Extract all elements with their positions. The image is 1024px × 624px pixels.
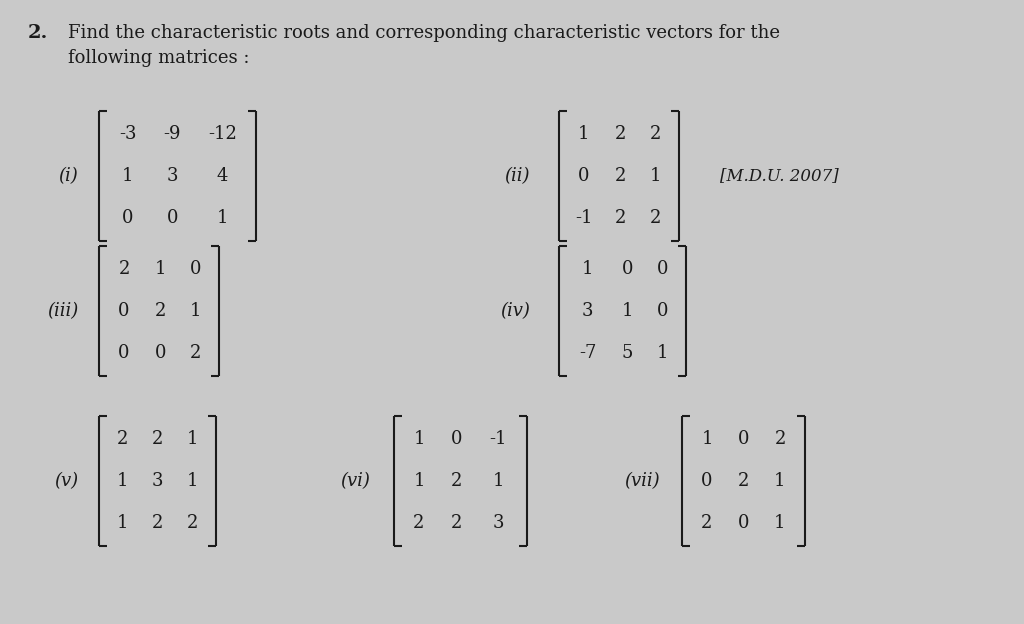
Text: 1: 1 (622, 302, 633, 320)
Text: 0: 0 (579, 167, 590, 185)
Text: 2: 2 (152, 430, 163, 448)
Text: 1: 1 (189, 302, 202, 320)
Text: 2: 2 (117, 430, 128, 448)
Text: 2: 2 (414, 514, 425, 532)
Text: 2: 2 (452, 472, 463, 490)
Text: 2: 2 (155, 302, 166, 320)
Text: (v): (v) (54, 472, 78, 490)
Text: [M.D.U. 2007]: [M.D.U. 2007] (720, 167, 839, 185)
Text: 5: 5 (622, 344, 633, 362)
Text: 0: 0 (737, 514, 750, 532)
Text: 2: 2 (119, 260, 130, 278)
Text: 1: 1 (117, 514, 128, 532)
Text: 2: 2 (152, 514, 163, 532)
Text: (ii): (ii) (505, 167, 530, 185)
Text: 1: 1 (774, 472, 785, 490)
Text: 2.: 2. (28, 24, 48, 42)
Text: 1: 1 (582, 260, 593, 278)
Text: 2: 2 (650, 125, 662, 143)
Text: (iv): (iv) (500, 302, 530, 320)
Text: 1: 1 (414, 472, 425, 490)
Text: 4: 4 (217, 167, 228, 185)
Text: 3: 3 (152, 472, 163, 490)
Text: 1: 1 (701, 430, 713, 448)
Text: 0: 0 (118, 344, 130, 362)
Text: 1: 1 (155, 260, 166, 278)
Text: 1: 1 (122, 167, 133, 185)
Text: 0: 0 (189, 260, 202, 278)
Text: 1: 1 (579, 125, 590, 143)
Text: 3: 3 (493, 514, 504, 532)
Text: 1: 1 (650, 167, 662, 185)
Text: Find the characteristic roots and corresponding characteristic vectors for the: Find the characteristic roots and corres… (68, 24, 780, 42)
Text: -7: -7 (579, 344, 596, 362)
Text: 0: 0 (701, 472, 713, 490)
Text: 2: 2 (701, 514, 713, 532)
Text: 0: 0 (622, 260, 633, 278)
Text: 1: 1 (493, 472, 504, 490)
Text: 0: 0 (167, 209, 178, 227)
Text: (vii): (vii) (625, 472, 660, 490)
Text: 1: 1 (656, 344, 669, 362)
Text: 0: 0 (122, 209, 133, 227)
Text: 1: 1 (774, 514, 785, 532)
Text: 0: 0 (737, 430, 750, 448)
Text: 2: 2 (614, 167, 627, 185)
Text: (vi): (vi) (340, 472, 370, 490)
Text: 0: 0 (656, 260, 669, 278)
Text: 2: 2 (452, 514, 463, 532)
Text: 0: 0 (656, 302, 669, 320)
Text: 2: 2 (189, 344, 201, 362)
Text: 1: 1 (186, 430, 199, 448)
Text: 3: 3 (167, 167, 178, 185)
Text: -12: -12 (208, 125, 237, 143)
Text: (iii): (iii) (47, 302, 78, 320)
Text: 0: 0 (452, 430, 463, 448)
Text: 1: 1 (186, 472, 199, 490)
Text: (i): (i) (58, 167, 78, 185)
Text: 2: 2 (614, 209, 627, 227)
Text: 2: 2 (614, 125, 627, 143)
Text: 1: 1 (217, 209, 228, 227)
Text: 0: 0 (155, 344, 166, 362)
Text: 0: 0 (118, 302, 130, 320)
Text: -1: -1 (489, 430, 507, 448)
Text: 2: 2 (186, 514, 199, 532)
Text: 1: 1 (414, 430, 425, 448)
Text: 2: 2 (774, 430, 785, 448)
Text: 2: 2 (650, 209, 662, 227)
Text: -1: -1 (575, 209, 593, 227)
Text: 3: 3 (582, 302, 593, 320)
Text: -9: -9 (164, 125, 181, 143)
Text: 2: 2 (738, 472, 750, 490)
Text: 1: 1 (117, 472, 128, 490)
Text: -3: -3 (119, 125, 136, 143)
Text: following matrices :: following matrices : (68, 49, 250, 67)
